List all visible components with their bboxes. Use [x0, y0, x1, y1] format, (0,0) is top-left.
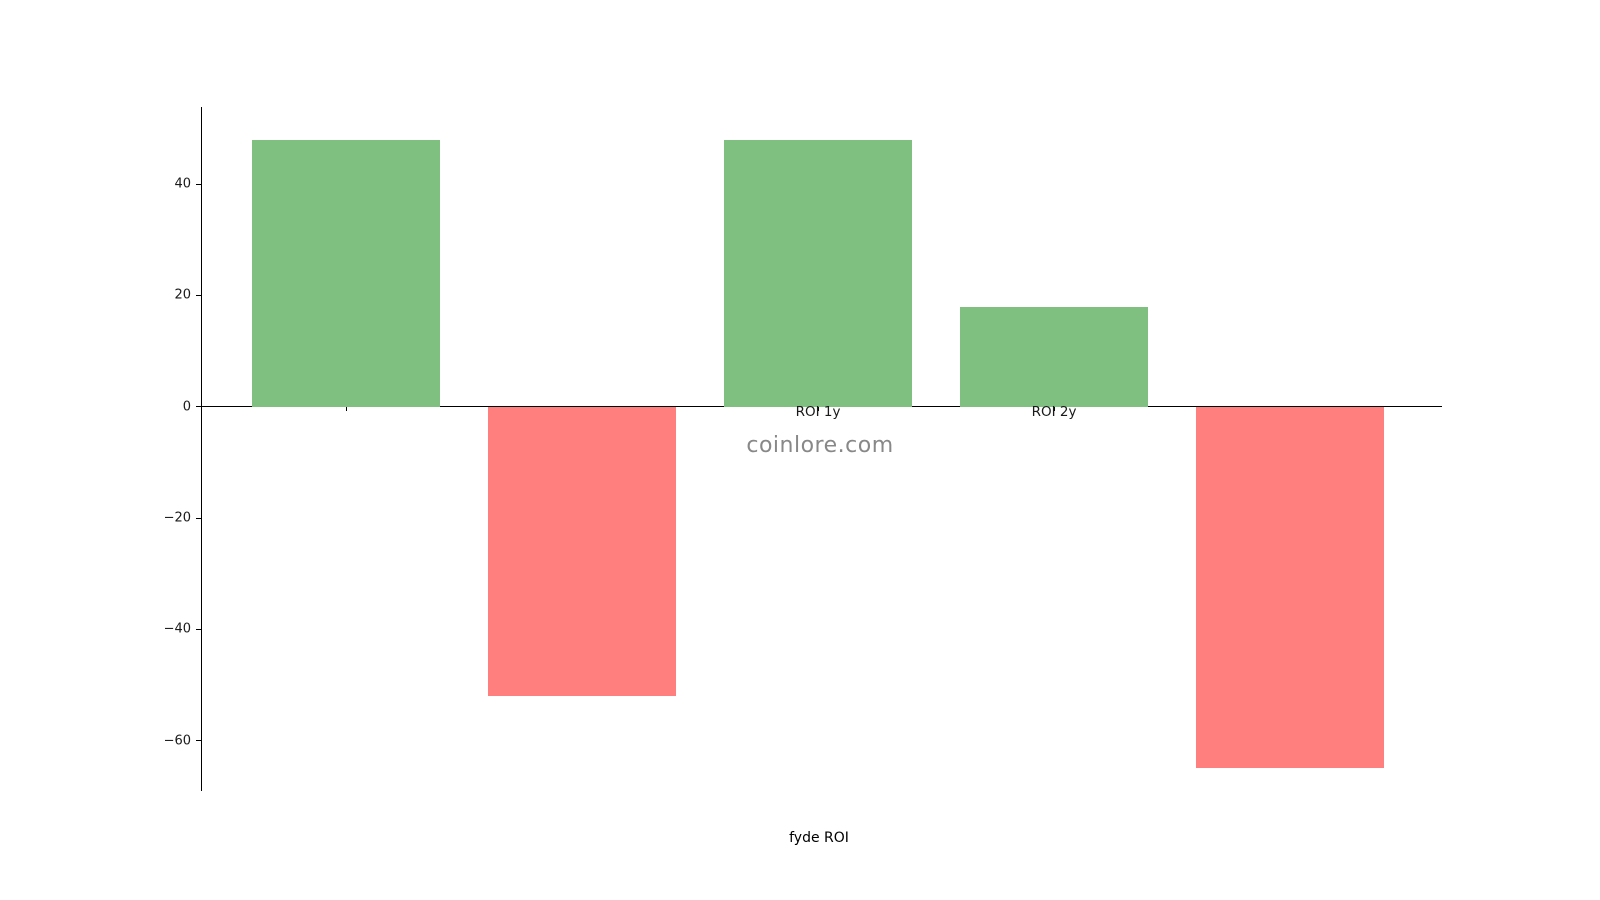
x-tick: [818, 406, 819, 411]
y-tick-label: 20: [174, 287, 191, 303]
x-axis-line: [201, 406, 1442, 408]
x-tick: [346, 406, 347, 411]
y-tick: [196, 294, 201, 296]
x-tick-label: ROI 1y: [795, 403, 841, 420]
y-tick: [196, 740, 201, 742]
y-tick-label: 40: [174, 176, 191, 192]
x-axis-title: fyde ROI: [789, 830, 849, 846]
y-tick-label: 0: [182, 399, 191, 415]
y-tick: [196, 183, 201, 185]
y-tick: [196, 406, 201, 408]
bar: [724, 139, 912, 407]
y-tick-label: −60: [163, 733, 191, 749]
y-tick: [196, 628, 201, 630]
x-tick: [1054, 406, 1055, 411]
x-tick-label: ROI 2y: [1031, 403, 1077, 420]
bar: [488, 406, 676, 697]
bar: [252, 139, 440, 407]
y-axis-line: [201, 107, 203, 791]
y-tick-label: −40: [163, 621, 191, 637]
bar: [960, 306, 1148, 407]
y-tick-label: −20: [163, 510, 191, 526]
bar: [1196, 406, 1384, 769]
y-tick: [196, 517, 201, 519]
watermark-text: coinlore.com: [746, 433, 894, 458]
